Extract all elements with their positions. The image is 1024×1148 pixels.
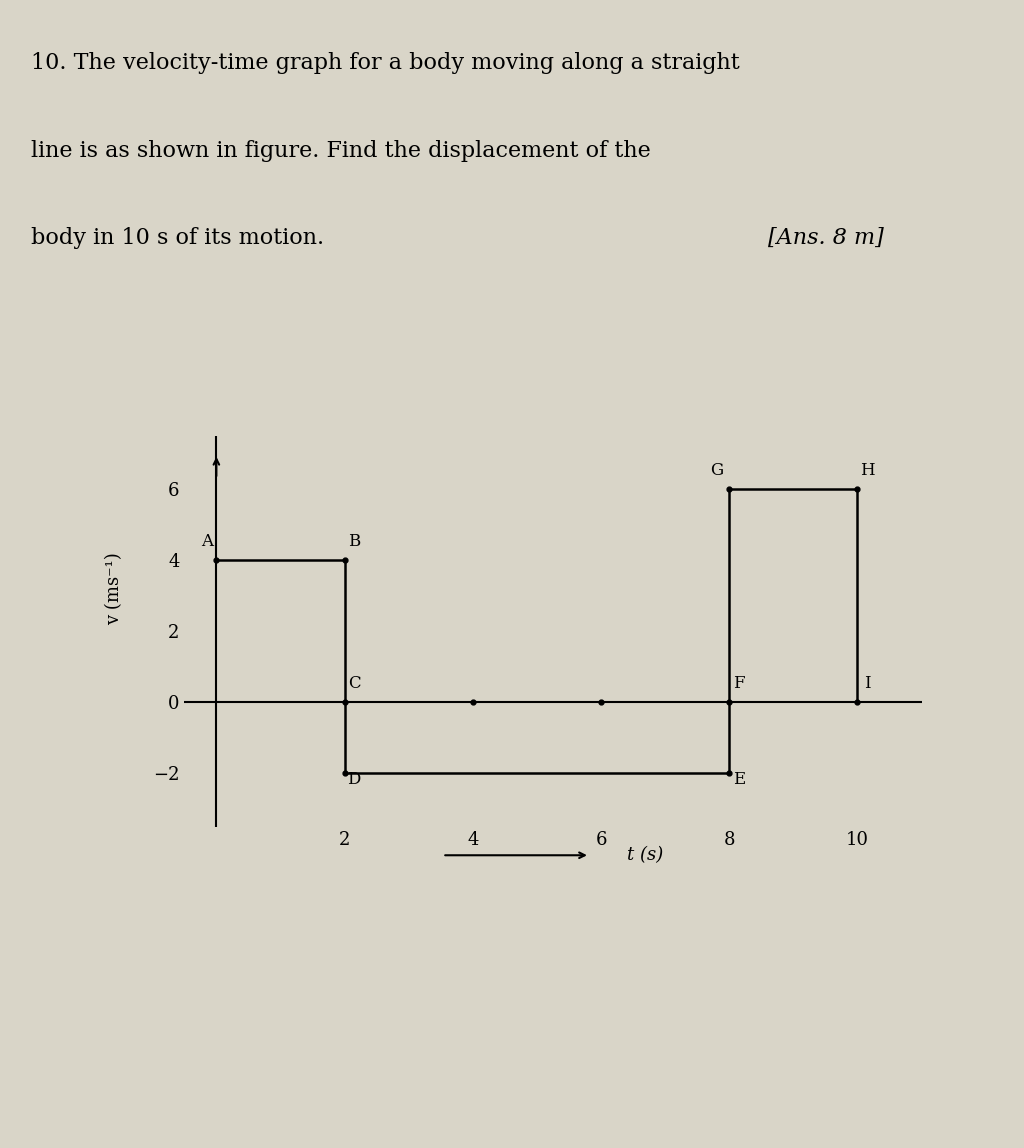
Text: A: A (201, 533, 213, 550)
Text: F: F (733, 675, 744, 692)
Text: D: D (347, 770, 360, 788)
Text: E: E (733, 770, 745, 788)
Text: [Ans. 8 m]: [Ans. 8 m] (768, 227, 884, 249)
Text: line is as shown in figure. Find the displacement of the: line is as shown in figure. Find the dis… (31, 140, 650, 162)
Text: B: B (348, 533, 360, 550)
Text: H: H (860, 461, 874, 479)
Text: 10. The velocity-time graph for a body moving along a straight: 10. The velocity-time graph for a body m… (31, 53, 739, 75)
Text: G: G (710, 461, 723, 479)
Text: body in 10 s of its motion.: body in 10 s of its motion. (31, 227, 324, 249)
Text: C: C (348, 675, 360, 692)
Text: v (ms⁻¹): v (ms⁻¹) (104, 552, 123, 626)
Text: I: I (864, 675, 870, 692)
Text: t (s): t (s) (627, 846, 663, 864)
